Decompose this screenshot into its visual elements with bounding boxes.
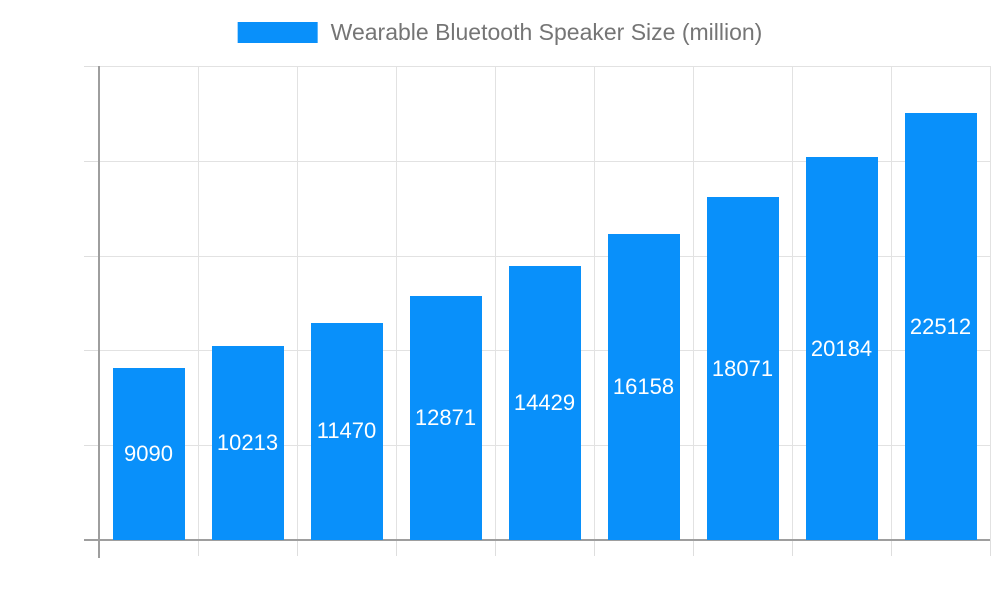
x-gridline [693, 66, 694, 540]
bar: 10213 [211, 346, 284, 540]
x-tick-mark [198, 540, 199, 556]
bar: 9090 [112, 367, 185, 540]
x-tick-mark [396, 540, 397, 556]
x-tick-mark [990, 540, 991, 556]
x-gridline [792, 66, 793, 540]
y-tick-mark [84, 161, 99, 162]
x-gridline [990, 66, 991, 540]
y-tick-mark [84, 350, 99, 351]
bar: 14429 [508, 266, 581, 540]
legend: Wearable Bluetooth Speaker Size (million… [237, 19, 763, 46]
legend-swatch-icon [237, 22, 318, 43]
bar: 11470 [310, 322, 383, 540]
y-gridline [99, 256, 990, 257]
legend-label: Wearable Bluetooth Speaker Size (million… [330, 19, 763, 45]
bar-value-label: 12871 [414, 404, 477, 430]
bar: 18071 [706, 197, 779, 540]
y-axis-line [98, 66, 100, 558]
x-gridline [495, 66, 496, 540]
bar-value-label: 22512 [909, 313, 972, 339]
x-tick-mark [792, 540, 793, 556]
x-gridline [891, 66, 892, 540]
y-tick-mark [84, 256, 99, 257]
x-tick-mark [693, 540, 694, 556]
y-tick-mark [84, 66, 99, 67]
bar-value-label: 18071 [711, 355, 774, 381]
x-gridline [297, 66, 298, 540]
bar: 20184 [805, 157, 878, 540]
x-tick-mark [495, 540, 496, 556]
x-tick-mark [594, 540, 595, 556]
bar-value-label: 10213 [216, 430, 279, 456]
x-gridline [594, 66, 595, 540]
x-tick-mark [297, 540, 298, 556]
y-gridline [99, 66, 990, 67]
x-gridline [198, 66, 199, 540]
y-tick-mark [84, 445, 99, 446]
bar-value-label: 9090 [124, 440, 173, 466]
bar: 12871 [409, 295, 482, 540]
bar: 22512 [904, 113, 977, 540]
bar-value-label: 16158 [612, 373, 675, 399]
x-tick-mark [891, 540, 892, 556]
bar-value-label: 11470 [316, 418, 377, 444]
x-axis-line [84, 539, 990, 541]
x-gridline [396, 66, 397, 540]
y-gridline [99, 161, 990, 162]
bar-value-label: 14429 [513, 390, 576, 416]
bar: 16158 [607, 233, 680, 540]
bar-value-label: 20184 [810, 335, 873, 361]
